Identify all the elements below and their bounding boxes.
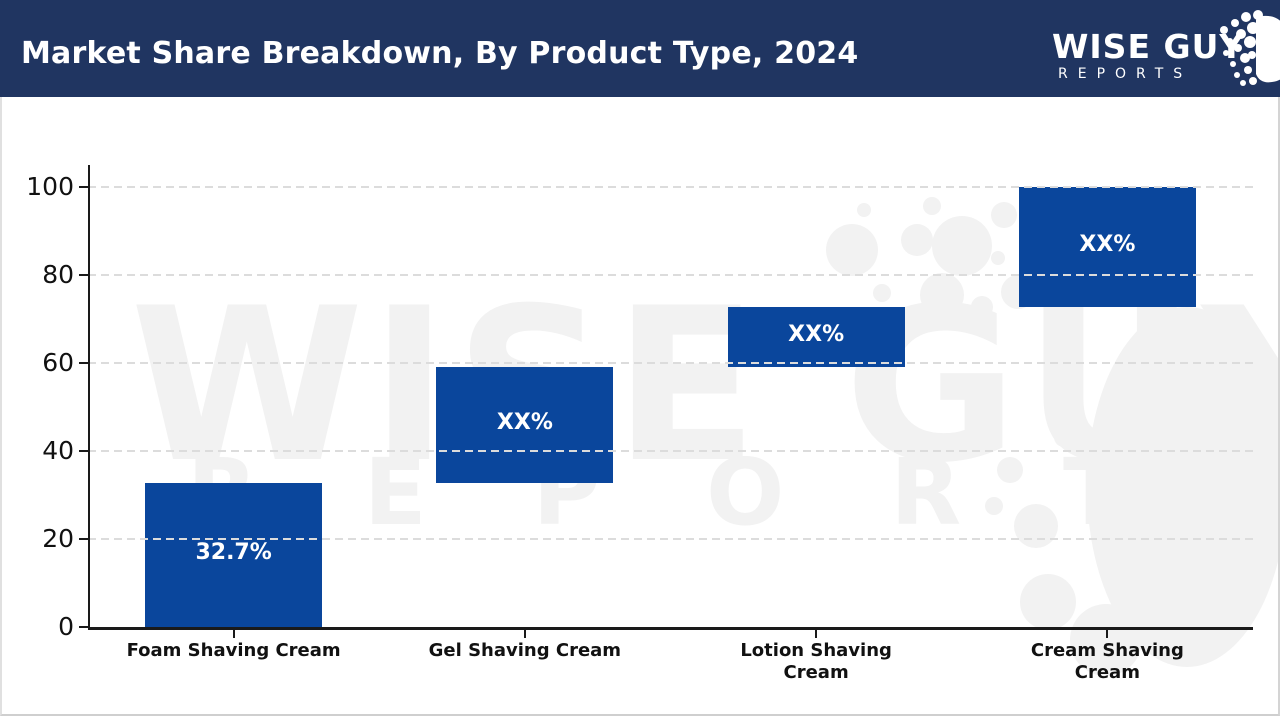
brand-sub: REPORTS xyxy=(1058,66,1193,82)
header-bar: Market Share Breakdown, By Product Type,… xyxy=(0,0,1280,97)
dotted-head-profile-icon xyxy=(1220,10,1280,86)
plot-background: WISE GUY REPORTS xyxy=(0,97,1280,716)
brand-logo: WISE GUY REPORTS xyxy=(1022,4,1280,94)
watermark-head-icon xyxy=(826,197,1278,676)
page-title: Market Share Breakdown, By Product Type,… xyxy=(21,36,859,71)
brand-name: WISE GUY xyxy=(1052,27,1245,66)
